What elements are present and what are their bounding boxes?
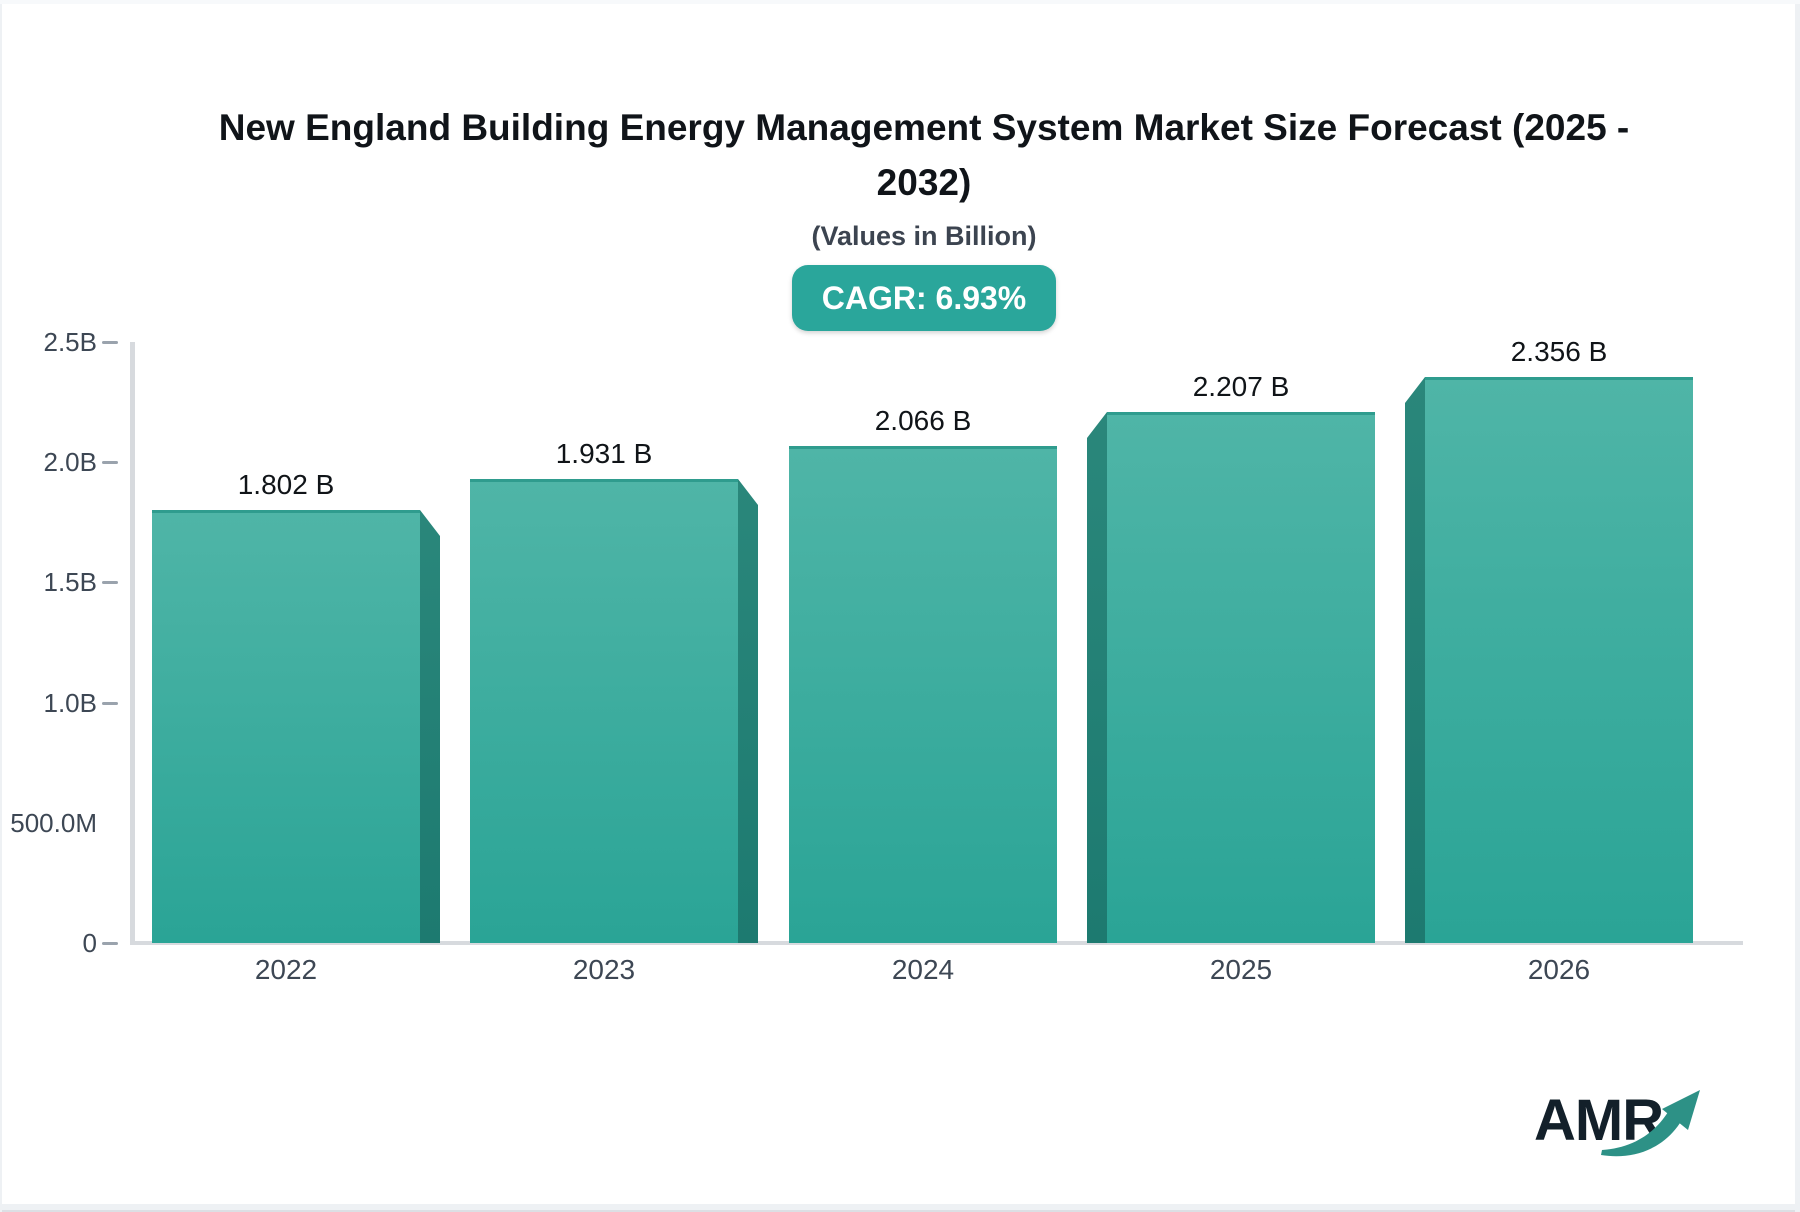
page-edge-top — [0, 0, 1800, 4]
x-axis-label-2025: 2025 — [1209, 954, 1273, 985]
x-axis-label-2022: 2022 — [254, 954, 318, 985]
bar-2026-side[interactable] — [1405, 377, 1425, 943]
y-axis-line — [130, 342, 135, 945]
y-axis-tick-mark — [102, 942, 118, 945]
cagr-badge: CAGR: 6.93% — [791, 265, 1057, 331]
y-axis-tick-mark — [102, 702, 118, 705]
x-axis-line — [130, 941, 1743, 945]
bar-value-label-2025: 2.207 B — [1192, 371, 1290, 402]
y-axis-tick-label: 1.5B — [43, 567, 98, 597]
y-axis-tick-mark — [102, 341, 118, 344]
y-axis-tick-label: 1.0B — [43, 688, 98, 718]
y-axis-tick-label: 2.5B — [43, 327, 98, 357]
page-edge-left — [0, 4, 2, 1212]
y-axis-tick-label: 500.0M — [10, 808, 97, 838]
bar-value-label-2024: 2.066 B — [874, 405, 972, 436]
y-axis-tick-label: 2.0B — [43, 447, 98, 477]
bar-2026[interactable] — [1425, 377, 1693, 943]
bar-2022[interactable] — [152, 510, 420, 943]
bar-value-label-2022: 1.802 B — [237, 469, 335, 500]
bar-2025-side[interactable] — [1087, 412, 1107, 943]
chart-header: New England Building Energy Management S… — [48, 100, 1800, 331]
y-axis-tick-label: 0 — [82, 928, 97, 958]
bar-value-label-2026: 2.356 B — [1510, 336, 1608, 367]
y-axis-tick-mark — [102, 461, 118, 464]
x-axis-label-2023: 2023 — [572, 954, 636, 985]
bar-2024[interactable] — [789, 446, 1057, 943]
bar-2022-side[interactable] — [420, 510, 440, 943]
bar-2023-side[interactable] — [738, 479, 758, 943]
chart-title: New England Building Energy Management S… — [218, 107, 1630, 203]
brand-logo: AMR — [1534, 1086, 1734, 1172]
page-edge-right — [1795, 4, 1800, 1212]
bar-value-label-2023: 1.931 B — [555, 438, 653, 469]
x-axis-label-2026: 2026 — [1527, 954, 1591, 985]
x-axis-label-2024: 2024 — [891, 954, 955, 985]
bar-2023[interactable] — [470, 479, 738, 943]
y-axis-tick-mark — [102, 581, 118, 584]
bar-2025[interactable] — [1107, 412, 1375, 943]
logo-arrow-icon — [1601, 1090, 1700, 1157]
page-edge-bottom — [0, 1204, 1800, 1212]
chart-subtitle: (Values in Billion) — [811, 221, 1037, 251]
